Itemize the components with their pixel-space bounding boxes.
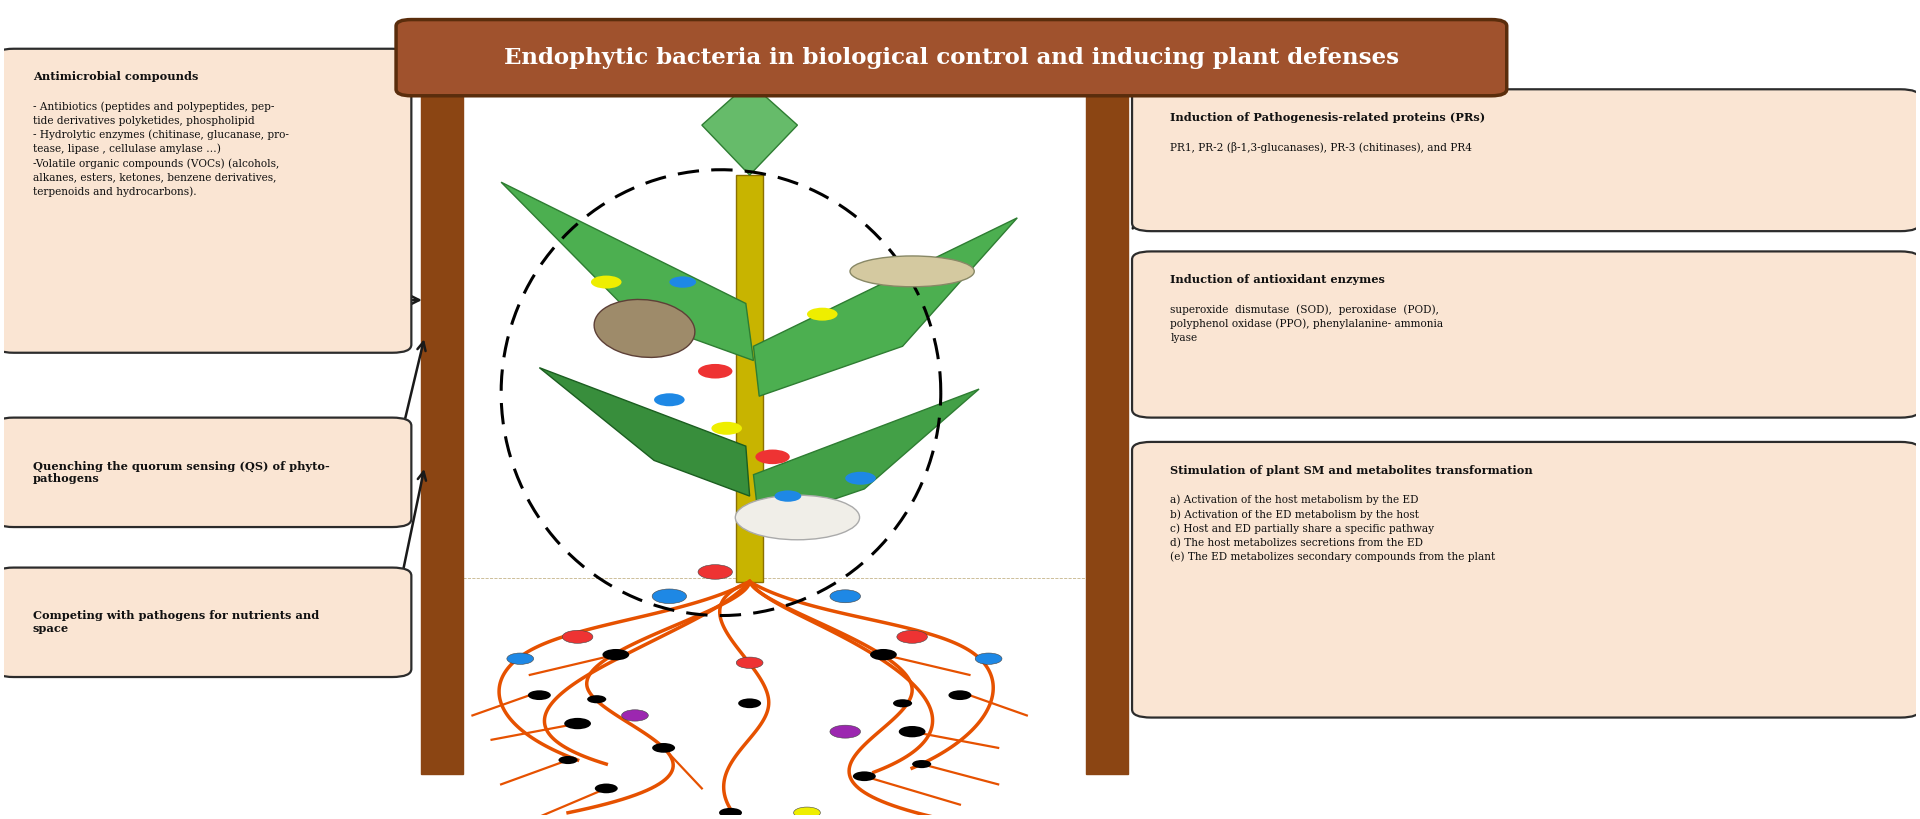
Circle shape: [507, 653, 534, 664]
FancyBboxPatch shape: [463, 61, 1087, 774]
Circle shape: [793, 807, 820, 818]
Circle shape: [893, 699, 912, 708]
Circle shape: [559, 756, 578, 764]
Circle shape: [975, 653, 1002, 664]
Circle shape: [699, 364, 732, 378]
FancyBboxPatch shape: [1133, 442, 1920, 717]
Text: Antimicrobial compounds: Antimicrobial compounds: [33, 71, 198, 83]
FancyBboxPatch shape: [1133, 251, 1920, 418]
Circle shape: [653, 589, 687, 604]
Text: a) Activation of the host metabolism by the ED
b) Activation of the ED metabolis: a) Activation of the host metabolism by …: [1171, 495, 1496, 563]
Ellipse shape: [593, 300, 695, 357]
Text: superoxide  dismutase  (SOD),  peroxidase  (POD),
polyphenol oxidase (PPO), phen: superoxide dismutase (SOD), peroxidase (…: [1171, 304, 1444, 342]
Circle shape: [670, 276, 697, 287]
Circle shape: [845, 472, 876, 485]
Circle shape: [899, 726, 925, 737]
Circle shape: [829, 590, 860, 603]
Text: Quenching the quorum sensing (QS) of phyto-
pathogens: Quenching the quorum sensing (QS) of phy…: [33, 460, 330, 484]
FancyBboxPatch shape: [0, 418, 411, 527]
Circle shape: [912, 760, 931, 768]
Ellipse shape: [851, 256, 973, 287]
Circle shape: [622, 710, 649, 721]
Polygon shape: [753, 389, 979, 525]
Circle shape: [603, 649, 630, 660]
Circle shape: [591, 275, 622, 288]
FancyBboxPatch shape: [0, 49, 411, 353]
Polygon shape: [501, 182, 753, 360]
Text: Induction of antioxidant enzymes: Induction of antioxidant enzymes: [1171, 274, 1384, 285]
Text: - Antibiotics (peptides and polypeptides, pep-
tide derivatives polyketides, pho: - Antibiotics (peptides and polypeptides…: [33, 102, 288, 197]
FancyBboxPatch shape: [1133, 89, 1920, 231]
Circle shape: [699, 564, 732, 579]
Circle shape: [897, 631, 927, 643]
Text: PR1, PR-2 (β-1,3-glucanases), PR-3 (chitinases), and PR4: PR1, PR-2 (β-1,3-glucanases), PR-3 (chit…: [1171, 142, 1473, 153]
Circle shape: [806, 308, 837, 321]
Text: Competing with pathogens for nutrients and
space: Competing with pathogens for nutrients a…: [33, 610, 319, 634]
Polygon shape: [540, 368, 749, 496]
Circle shape: [528, 690, 551, 700]
Circle shape: [948, 690, 972, 700]
Text: Stimulation of plant SM and metabolites transformation: Stimulation of plant SM and metabolites …: [1171, 464, 1532, 476]
Circle shape: [655, 393, 685, 406]
Circle shape: [735, 657, 762, 668]
Circle shape: [595, 784, 618, 794]
Polygon shape: [753, 218, 1018, 396]
Circle shape: [563, 631, 593, 643]
Circle shape: [564, 718, 591, 729]
Text: Endophytic bacteria in biological control and inducing plant defenses: Endophytic bacteria in biological contro…: [503, 47, 1400, 69]
Polygon shape: [703, 83, 797, 175]
FancyBboxPatch shape: [1087, 61, 1129, 774]
Circle shape: [720, 808, 741, 817]
FancyBboxPatch shape: [0, 568, 411, 677]
Circle shape: [870, 649, 897, 660]
Text: Induction of Pathogenesis-related proteins (PRs): Induction of Pathogenesis-related protei…: [1171, 112, 1486, 123]
FancyBboxPatch shape: [396, 20, 1507, 96]
Circle shape: [755, 450, 789, 464]
Circle shape: [829, 725, 860, 738]
Circle shape: [737, 699, 760, 708]
Circle shape: [774, 491, 801, 502]
Circle shape: [712, 422, 741, 435]
Circle shape: [588, 695, 607, 704]
Bar: [735, 175, 762, 581]
FancyBboxPatch shape: [420, 61, 463, 774]
Ellipse shape: [735, 495, 860, 540]
Circle shape: [653, 743, 676, 753]
Circle shape: [852, 771, 876, 781]
